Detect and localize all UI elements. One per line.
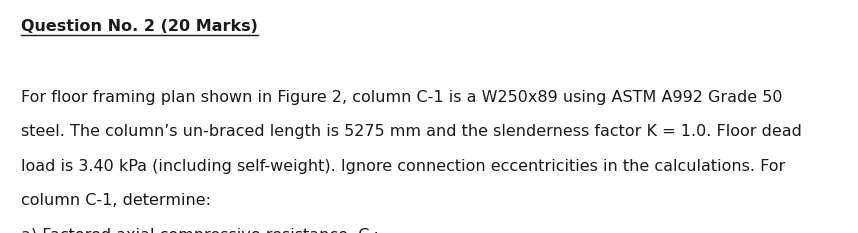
Text: steel. The column’s un-braced length is 5275 mm and the slenderness factor K = 1: steel. The column’s un-braced length is … — [21, 124, 802, 139]
Text: a) Factored axial compressive resistance, Cᵣ;: a) Factored axial compressive resistance… — [21, 228, 379, 233]
Text: column C-1, determine:: column C-1, determine: — [21, 193, 211, 208]
Text: Question No. 2 (20 Marks): Question No. 2 (20 Marks) — [21, 19, 258, 34]
Text: For floor framing plan shown in Figure 2, column C-1 is a W250x89 using ASTM A99: For floor framing plan shown in Figure 2… — [21, 90, 783, 105]
Text: load is 3.40 kPa (including self-weight). Ignore connection eccentricities in th: load is 3.40 kPa (including self-weight)… — [21, 159, 786, 174]
